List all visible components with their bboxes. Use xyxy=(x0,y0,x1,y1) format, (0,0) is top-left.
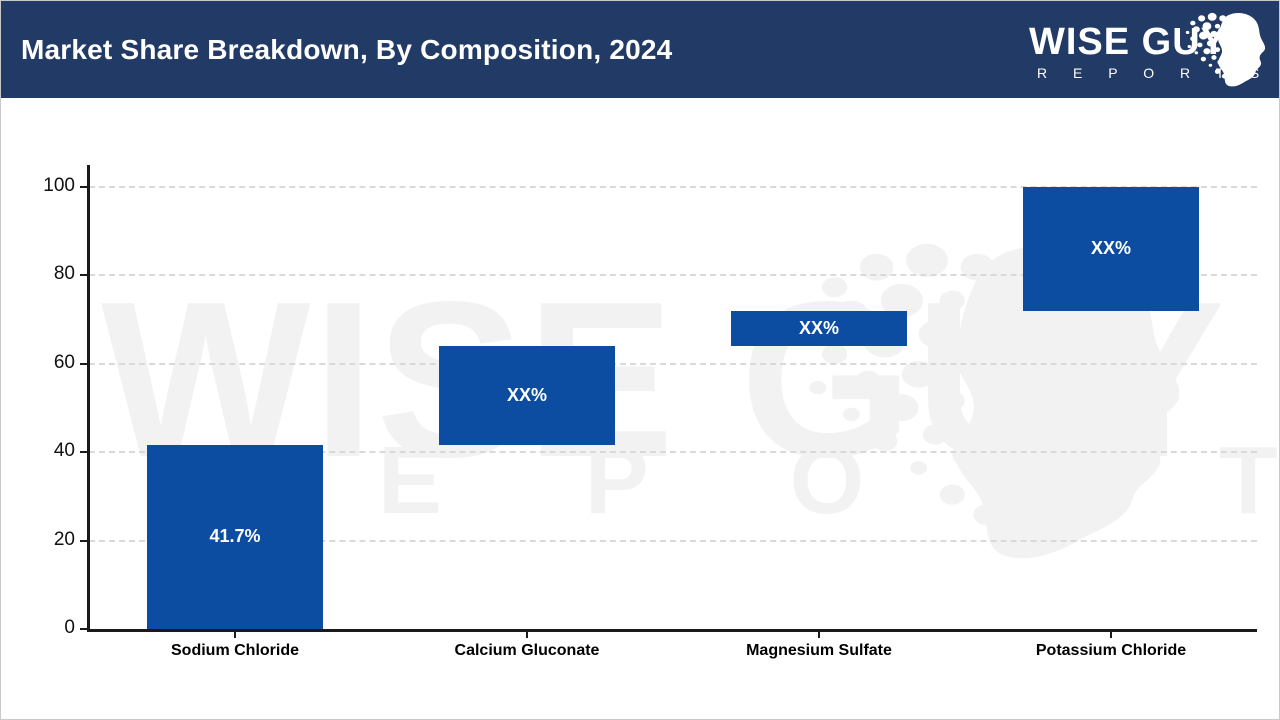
y-tick-label: 20 xyxy=(53,528,75,550)
y-tick-label: 40 xyxy=(53,440,75,462)
y-tick-mark xyxy=(80,186,89,188)
x-tick-mark xyxy=(526,629,528,638)
x-tick-mark xyxy=(234,629,236,638)
x-category-label: Magnesium Sulfate xyxy=(746,642,892,659)
waterfall-bar-segment: XX% xyxy=(1023,187,1199,311)
y-tick-mark xyxy=(80,362,89,365)
waterfall-bar-segment: XX% xyxy=(439,346,615,445)
gridline xyxy=(89,362,1257,365)
y-tick-mark xyxy=(80,628,89,630)
y-tick-label: 0 xyxy=(64,617,75,638)
dotted-face-watermark xyxy=(801,243,1179,559)
y-tick-mark xyxy=(80,539,89,542)
y-tick-label: 60 xyxy=(53,351,75,373)
gridline xyxy=(89,274,1257,277)
gridline xyxy=(89,186,1257,188)
y-tick-mark xyxy=(80,451,89,454)
y-tick-mark xyxy=(80,274,89,277)
waterfall-bar-segment: 41.7% xyxy=(147,444,323,629)
page-title: Market Share Breakdown, By Composition, … xyxy=(21,33,673,65)
y-tick-label: 80 xyxy=(53,263,75,285)
bar-value-label: XX% xyxy=(1090,238,1132,259)
gridline xyxy=(89,451,1257,454)
x-tick-mark xyxy=(1110,629,1112,638)
logo-text-reports: R E P O R T S xyxy=(1037,65,1271,81)
y-tick-label: 100 xyxy=(43,175,75,196)
x-axis-line xyxy=(87,629,1257,632)
bar-value-label: XX% xyxy=(798,317,840,338)
bar-value-label: 41.7% xyxy=(209,526,261,547)
x-tick-mark xyxy=(818,629,820,638)
x-category-label: Potassium Chloride xyxy=(1035,642,1187,659)
waterfall-bar-segment: XX% xyxy=(731,310,907,347)
gridline xyxy=(89,539,1257,542)
x-category-label: Calcium Gluconate xyxy=(454,642,600,659)
dotted-face-logo-icon xyxy=(1185,12,1265,87)
header-band: Market Share Breakdown, By Composition, … xyxy=(1,1,1279,98)
bar-value-label: XX% xyxy=(506,384,548,405)
x-category-label: Sodium Chloride xyxy=(171,642,299,659)
wise-guy-reports-logo: WISE GUY R E P O R T S xyxy=(1003,7,1265,93)
y-axis-line xyxy=(87,165,90,632)
